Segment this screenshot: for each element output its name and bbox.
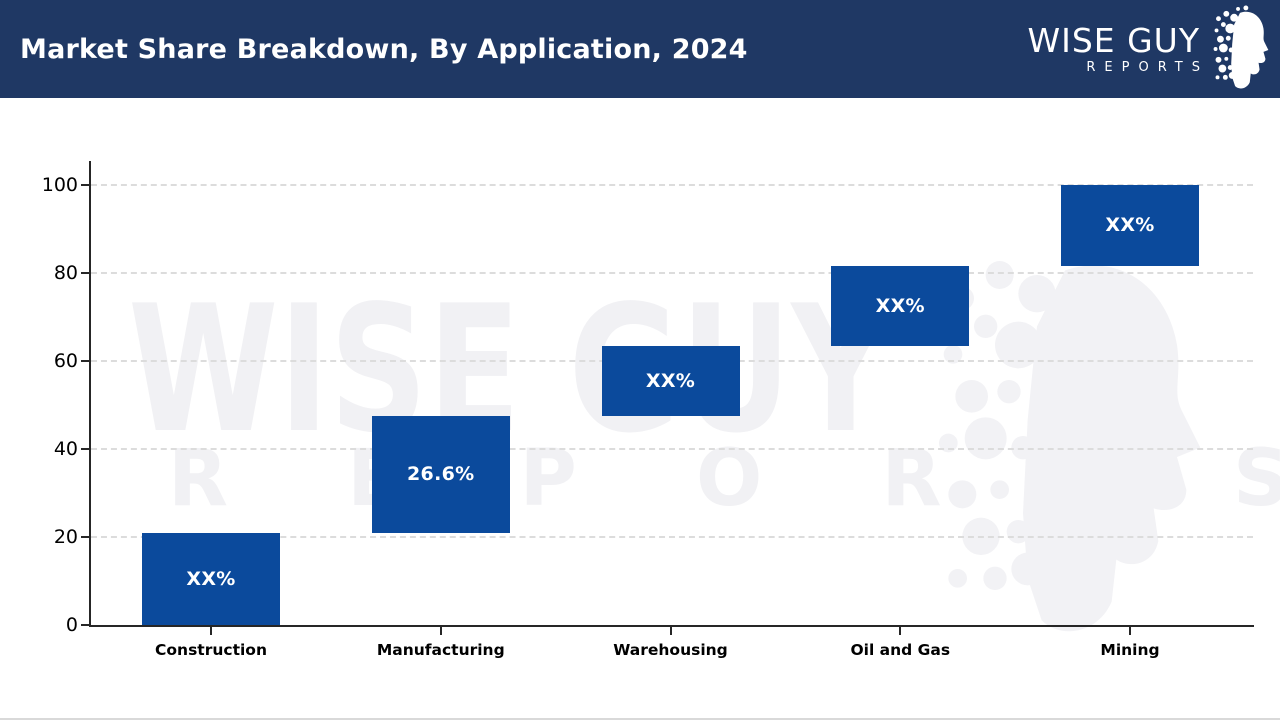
y-tick-mark <box>81 360 89 362</box>
wiseguy-head-icon <box>1213 5 1269 89</box>
bar-value-label: 26.6% <box>407 463 475 486</box>
x-tick-label-manufacturing: Manufacturing <box>376 641 505 659</box>
x-tick-label-mining: Mining <box>1100 641 1160 659</box>
bar-construction: XX% <box>142 532 280 625</box>
footer-divider <box>0 718 1280 720</box>
y-tick-label: 80 <box>53 262 78 284</box>
gridline-y100 <box>91 184 1253 186</box>
bar-manufacturing: 26.6% <box>371 415 510 533</box>
y-tick-label: 0 <box>65 614 78 636</box>
logo-text: WISE GUY REPORTS <box>1027 24 1200 75</box>
y-tick-mark <box>81 536 89 538</box>
gridline-y20 <box>91 536 1253 538</box>
bar-mining: XX% <box>1061 185 1199 266</box>
wiseguy-logo: WISE GUY REPORTS <box>1027 0 1280 98</box>
y-tick-label: 100 <box>41 174 78 196</box>
chart-area: WISE GUY R E P O R T S 0 20 40 60 80 100 XX% Co… <box>0 98 1280 718</box>
bar-value-label: XX% <box>1105 214 1155 237</box>
bar-oil-and-gas: XX% <box>831 265 970 347</box>
bar-value-label: XX% <box>875 294 925 317</box>
y-tick-label: 60 <box>53 350 78 372</box>
x-tick-mark <box>210 627 212 635</box>
y-tick-mark <box>81 624 89 626</box>
x-tick-mark <box>1129 627 1131 635</box>
logo-wordmark: WISE GUY <box>1027 20 1200 60</box>
x-tick-label-warehousing: Warehousing <box>613 641 728 659</box>
y-tick-mark <box>81 184 89 186</box>
x-tick-mark <box>439 627 442 635</box>
x-tick-mark <box>669 627 672 635</box>
y-tick-label: 20 <box>53 526 78 548</box>
gridline-y80 <box>91 272 1253 274</box>
y-axis-line <box>89 161 91 627</box>
logo-subtitle: REPORTS <box>1086 59 1209 75</box>
header-bar: Market Share Breakdown, By Application, … <box>0 0 1280 98</box>
x-tick-mark <box>899 627 902 635</box>
x-tick-label-construction: Construction <box>155 641 267 659</box>
y-tick-label: 40 <box>53 438 78 460</box>
bar-value-label: XX% <box>186 567 236 590</box>
y-tick-mark <box>81 272 89 274</box>
x-axis-line <box>89 625 1254 627</box>
bar-value-label: XX% <box>645 369 696 392</box>
x-tick-label-oil-and-gas: Oil and Gas <box>850 641 951 659</box>
page-title: Market Share Breakdown, By Application, … <box>20 33 748 65</box>
gridline-y40 <box>91 448 1253 450</box>
y-tick-mark <box>81 448 89 450</box>
bar-warehousing: XX% <box>601 346 740 416</box>
